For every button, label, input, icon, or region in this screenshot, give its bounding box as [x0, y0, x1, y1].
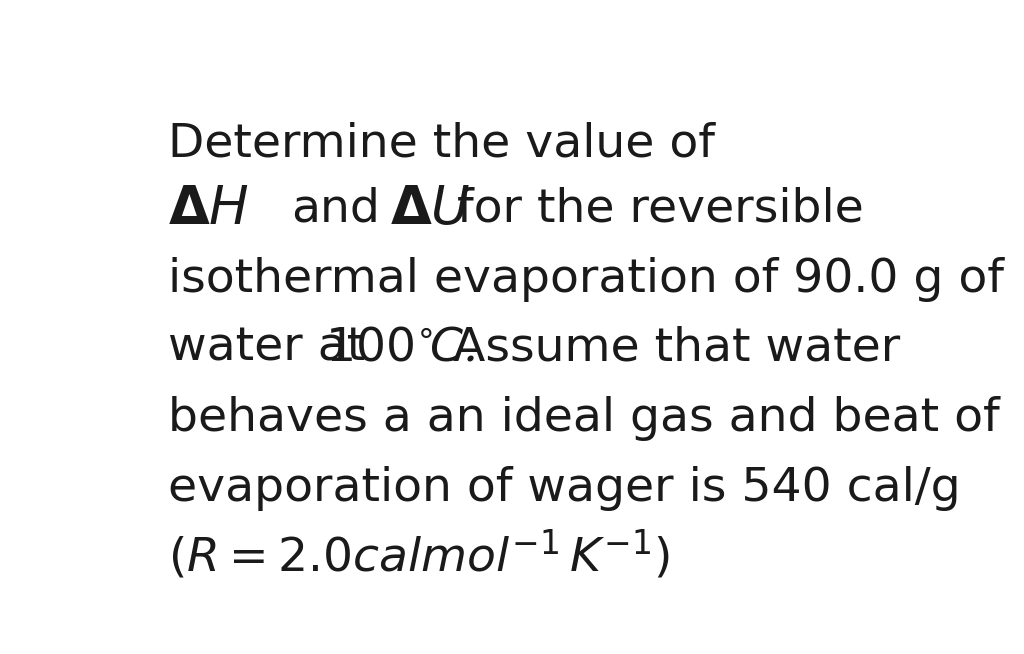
- Text: behaves a an ideal gas and beat of: behaves a an ideal gas and beat of: [168, 396, 999, 441]
- Text: evaporation of wager is 540 cal/g: evaporation of wager is 540 cal/g: [168, 466, 961, 511]
- Text: Determine the value of: Determine the value of: [168, 122, 715, 167]
- Text: isothermal evaporation of 90.0 g of: isothermal evaporation of 90.0 g of: [168, 258, 1004, 302]
- Text: $100^{\circ}\!C$.: $100^{\circ}\!C$.: [325, 325, 475, 371]
- Text: $(R = 2.0\mathit{calmol}^{-1}\,K^{-1})$: $(R = 2.0\mathit{calmol}^{-1}\,K^{-1})$: [168, 528, 670, 581]
- Text: $\mathbf{\Delta \mathit{H}}$: $\mathbf{\Delta \mathit{H}}$: [168, 183, 249, 235]
- Text: and: and: [291, 187, 380, 232]
- Text: for the reversible: for the reversible: [458, 187, 864, 232]
- Text: Assume that water: Assume that water: [454, 326, 901, 370]
- Text: water at: water at: [168, 326, 365, 370]
- Text: $\mathbf{\Delta \mathit{U}}$: $\mathbf{\Delta \mathit{U}}$: [390, 183, 470, 235]
